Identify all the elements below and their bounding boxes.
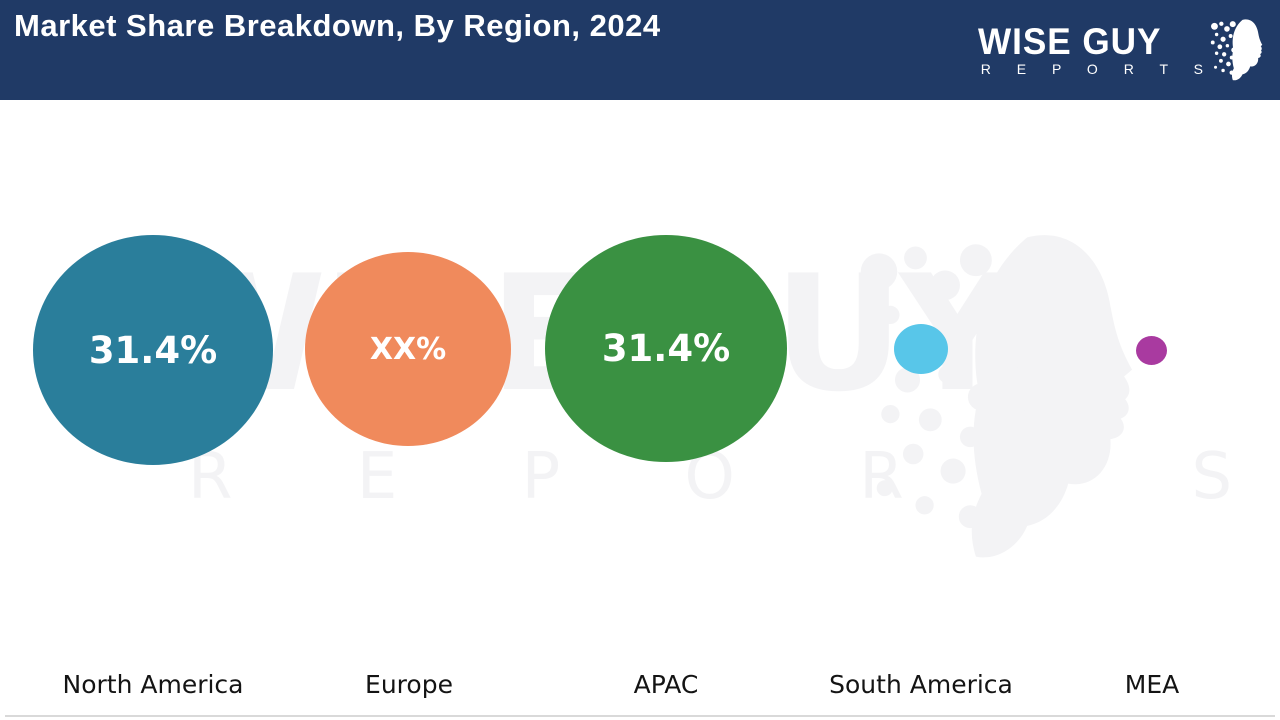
- category-label-south-america: South America: [829, 670, 1013, 699]
- chart-bottom-border: [5, 715, 1275, 717]
- bubble-europe: XX%: [305, 252, 511, 446]
- bubble-value-label: 31.4%: [601, 327, 731, 370]
- logo-wordmark: WISE GUY R E P O R T S: [977, 20, 1214, 77]
- watermark-head-icon: [818, 226, 1168, 568]
- category-label-europe: Europe: [365, 670, 453, 699]
- page-title: Market Share Breakdown, By Region, 2024: [14, 8, 661, 43]
- header: Market Share Breakdown, By Region, 2024 …: [0, 0, 1280, 100]
- category-label-apac: APAC: [633, 670, 699, 699]
- logo-wordmark-text: WISE GUY: [977, 20, 1162, 62]
- chart-area: WISE GUY R E P O R T S 31.4% XX% 31.4% N…: [0, 100, 1280, 720]
- bubble-apac: 31.4%: [545, 235, 787, 462]
- logo-reports-text: R E P O R T S: [980, 60, 1214, 77]
- category-label-mea: MEA: [1124, 670, 1180, 699]
- category-label-north-america: North America: [62, 670, 244, 699]
- bubble-mea: [1136, 336, 1167, 365]
- bubble-north-america: 31.4%: [33, 235, 273, 465]
- bubble-value-label: 31.4%: [88, 328, 218, 372]
- wise-guy-logo: WISE GUY R E P O R T S: [978, 6, 1264, 94]
- bubble-south-america: [894, 324, 948, 374]
- bubble-value-label: XX%: [369, 331, 447, 367]
- wise-guy-head-icon: [1208, 10, 1264, 90]
